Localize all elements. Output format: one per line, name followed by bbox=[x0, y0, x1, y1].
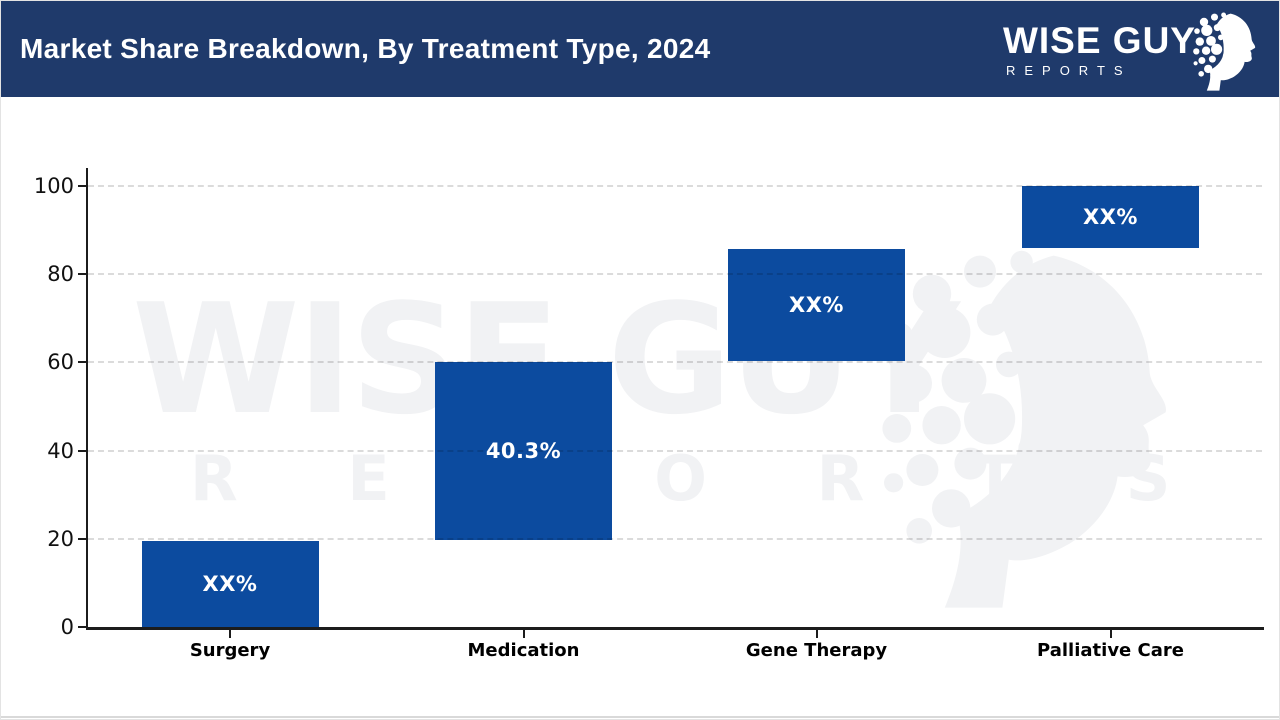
watermark-head-icon bbox=[882, 250, 1166, 608]
page-title: Market Share Breakdown, By Treatment Typ… bbox=[20, 32, 711, 64]
y-tick-label: 20 bbox=[47, 526, 74, 551]
y-tick-mark bbox=[78, 626, 86, 628]
y-tick-mark bbox=[78, 537, 86, 540]
y-tick-mark bbox=[78, 185, 86, 187]
y-tick-label: 100 bbox=[33, 174, 74, 198]
y-tick-label: 80 bbox=[47, 262, 74, 287]
logo-head-icon bbox=[1193, 12, 1256, 91]
x-tick-mark bbox=[229, 630, 231, 638]
y-tick-mark bbox=[78, 449, 86, 452]
bar-value-label: XX% bbox=[1083, 204, 1138, 229]
gridline-20 bbox=[88, 537, 1262, 540]
bar-value-label: XX% bbox=[789, 292, 844, 317]
x-tick-mark bbox=[522, 630, 525, 638]
x-tick-mark bbox=[815, 630, 818, 638]
gridline-40 bbox=[88, 449, 1262, 452]
x-axis-label: Palliative Care bbox=[1037, 640, 1184, 661]
x-tick-mark bbox=[1109, 630, 1112, 638]
logo-wordmark: WISE GUY REPORTS bbox=[1003, 22, 1196, 78]
gridline-60 bbox=[88, 361, 1262, 364]
y-tick-label: 0 bbox=[60, 615, 74, 639]
y-tick-label: 60 bbox=[47, 350, 74, 375]
bar-value-label: 40.3% bbox=[485, 439, 562, 464]
brand-logo: WISE GUY REPORTS bbox=[1003, 8, 1268, 92]
logo-wordmark-line1: WISE GUY bbox=[1002, 20, 1196, 61]
x-axis-label: Medication bbox=[467, 640, 580, 661]
y-axis-line bbox=[86, 168, 88, 629]
bar-gene-therapy bbox=[728, 248, 905, 361]
bar-value-label: XX% bbox=[202, 572, 258, 596]
bar-medication bbox=[435, 362, 612, 540]
y-tick-mark bbox=[78, 273, 86, 276]
gridline-80 bbox=[88, 273, 1262, 276]
x-axis-line bbox=[86, 627, 1264, 630]
footer-divider bbox=[0, 716, 1280, 718]
logo-wordmark-line2: REPORTS bbox=[1005, 63, 1132, 78]
y-tick-mark bbox=[78, 361, 86, 364]
y-tick-label: 40 bbox=[47, 438, 74, 463]
x-axis-label: Surgery bbox=[189, 640, 271, 661]
app-header: Market Share Breakdown, By Treatment Typ… bbox=[0, 0, 1280, 97]
x-axis-label: Gene Therapy bbox=[745, 640, 888, 661]
bar-surgery bbox=[141, 541, 319, 627]
bar-palliative-care bbox=[1022, 186, 1199, 248]
gridline-100 bbox=[88, 185, 1262, 187]
